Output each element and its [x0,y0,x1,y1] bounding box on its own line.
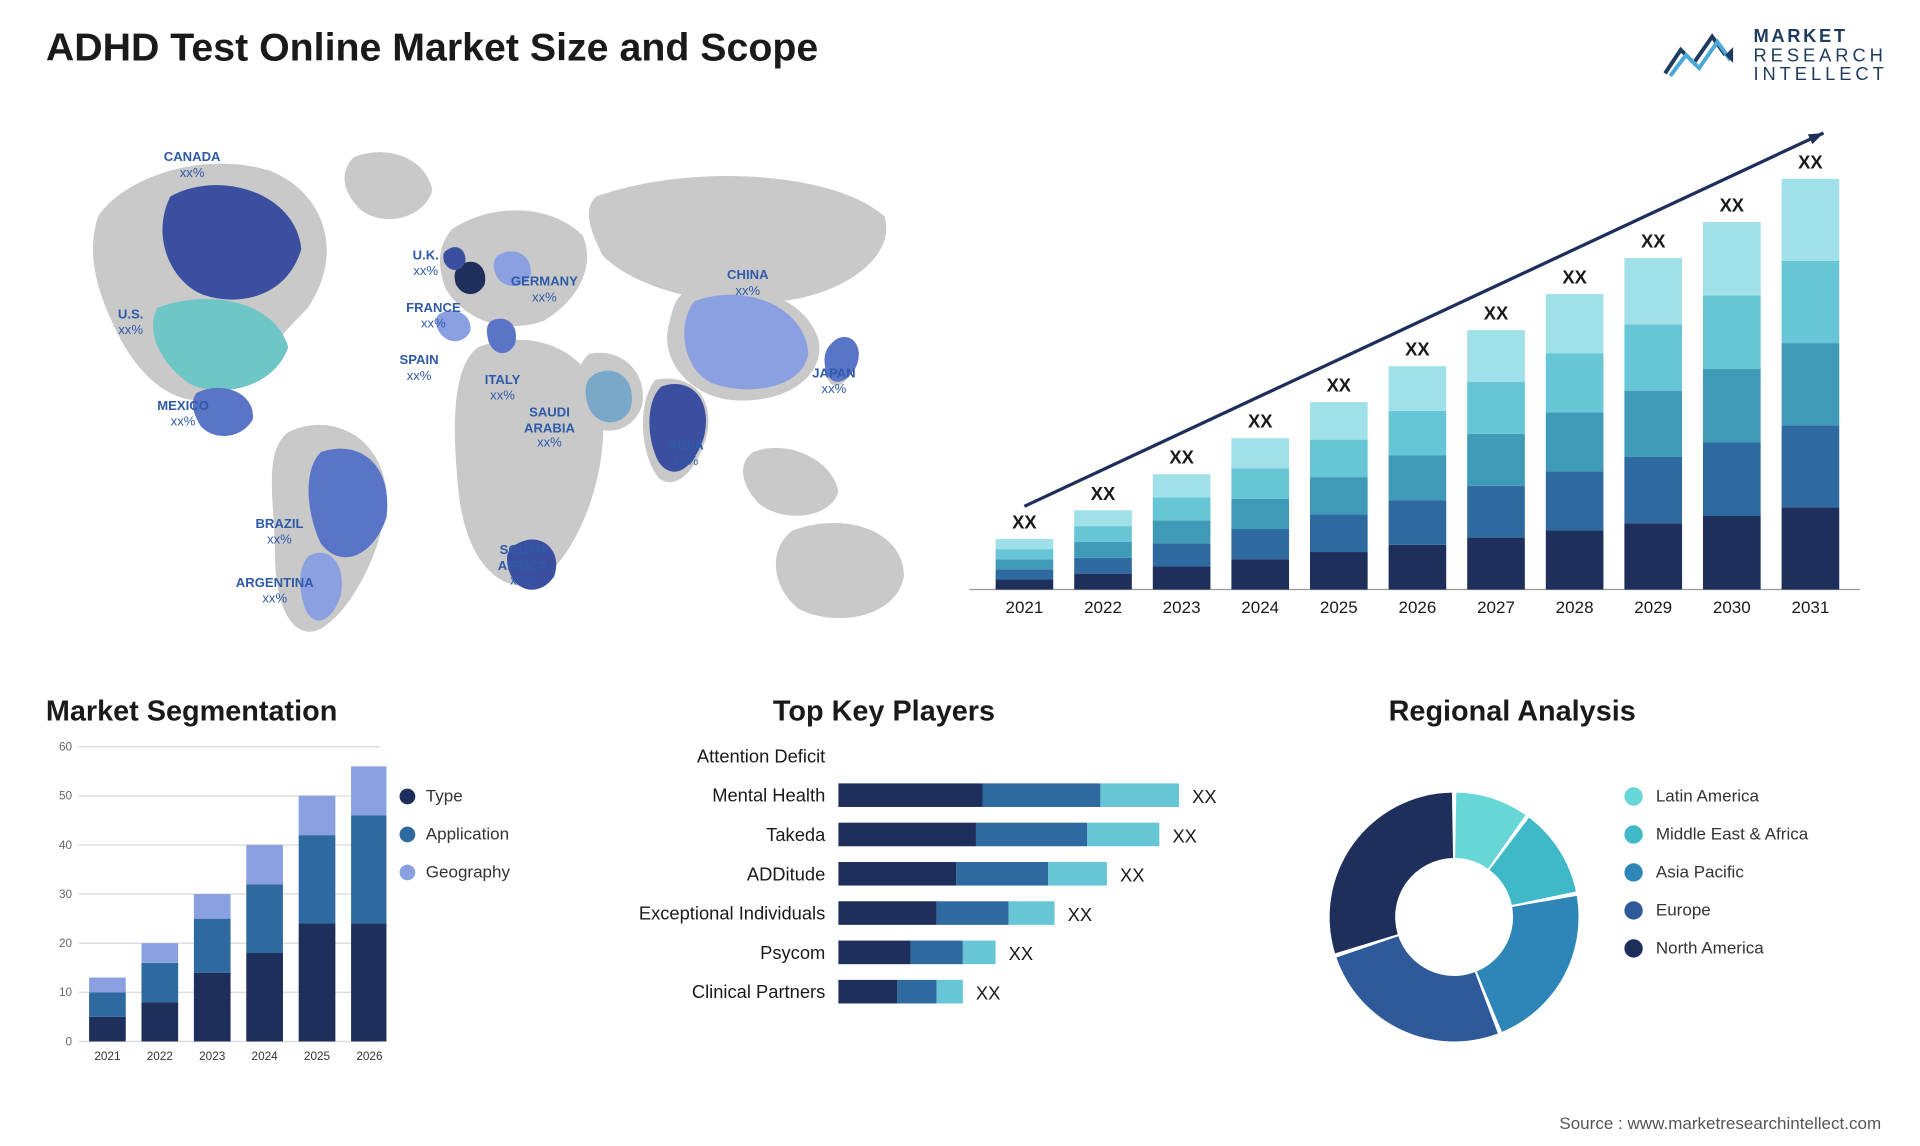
svg-text:XX: XX [1169,447,1194,468]
brand-logo-mark [1662,29,1741,81]
market-size-chart: XX 2021 XX 2022 XX 2023 XX 2024 XX 2025 XX 2026 XX 20… [969,131,1860,629]
svg-text:Exceptional Individuals: Exceptional Individuals [639,903,825,924]
svg-text:XX: XX [1068,904,1092,925]
map-label: SOUTHAFRICAxx% [498,544,547,589]
svg-text:50: 50 [59,790,73,803]
regional-legend-item: Asia Pacific [1624,862,1808,882]
map-label: GERMANYxx% [511,275,578,305]
svg-text:XX: XX [1192,786,1216,807]
svg-text:40: 40 [59,839,73,852]
svg-text:2024: 2024 [1241,598,1279,617]
svg-text:2030: 2030 [1713,598,1751,617]
svg-text:Mental Health: Mental Health [712,785,825,806]
regional-legend-item: Latin America [1624,786,1808,806]
svg-text:Takeda: Takeda [766,824,826,845]
map-label: JAPANxx% [812,367,855,397]
map-label: BRAZILxx% [255,517,303,547]
svg-text:XX: XX [1120,865,1144,886]
world-map: CANADAxx% U.S.xx% MEXICOxx% BRAZILxx% ARGENT… [46,124,911,648]
svg-text:XX: XX [1484,303,1509,324]
svg-text:2026: 2026 [1398,598,1436,617]
svg-text:30: 30 [59,888,73,901]
svg-text:2028: 2028 [1556,598,1594,617]
svg-text:XX: XX [1327,375,1352,396]
svg-text:XX: XX [1405,339,1430,360]
svg-text:2023: 2023 [1163,598,1201,617]
svg-text:XX: XX [1562,267,1587,288]
svg-text:2021: 2021 [94,1050,120,1063]
keyplayers-chart: Attention Deficit Mental Health XX Takeda XX… [616,734,1271,1114]
svg-text:2027: 2027 [1477,598,1515,617]
svg-text:2026: 2026 [356,1050,383,1063]
brand-word-3: INTELLECT [1753,65,1887,84]
svg-text:2031: 2031 [1791,598,1829,617]
svg-text:XX: XX [1091,483,1116,504]
svg-text:Clinical Partners: Clinical Partners [692,981,825,1002]
svg-text:2022: 2022 [147,1050,173,1063]
segmentation-legend-item: Geography [400,862,510,882]
brand-word-2: RESEARCH [1753,45,1887,64]
map-label: FRANCExx% [406,301,461,331]
svg-text:XX: XX [1172,825,1196,846]
segmentation-legend-item: Type [400,786,510,806]
brand-word-1: MARKET [1753,26,1887,45]
svg-text:XX: XX [1248,411,1273,432]
segmentation-chart: 0 10 20 30 40 50 60 2021 2022 2023 2024 2025 2026 Ty… [46,734,570,1114]
regional-legend-item: North America [1624,938,1808,958]
map-label: CHINAxx% [727,269,768,299]
svg-text:2025: 2025 [1320,598,1358,617]
map-label: ARGENTINAxx% [236,576,314,606]
map-label: U.S.xx% [118,308,143,338]
map-label: INDIAxx% [668,439,704,469]
svg-text:XX: XX [1720,195,1745,216]
map-label: MEXICOxx% [157,400,209,430]
svg-text:2029: 2029 [1634,598,1672,617]
map-label: U.K.xx% [413,249,439,279]
svg-text:XX: XX [1012,512,1037,533]
regional-legend-item: Europe [1624,900,1808,920]
svg-text:Psycom: Psycom [760,942,825,963]
segmentation-title: Market Segmentation [46,694,337,728]
segmentation-legend-item: Application [400,824,510,844]
svg-text:2023: 2023 [199,1050,226,1063]
map-label: SAUDIARABIAxx% [524,406,575,451]
brand-logo: MARKET RESEARCH INTELLECT [1662,26,1888,84]
svg-text:2022: 2022 [1084,598,1122,617]
source-attribution: Source : www.marketresearchintellect.com [1559,1114,1881,1134]
svg-text:2021: 2021 [1005,598,1043,617]
keyplayers-title: Top Key Players [773,694,995,728]
map-label: CANADAxx% [164,151,221,181]
svg-text:20: 20 [59,937,73,950]
svg-text:XX: XX [1798,151,1823,172]
svg-text:XX: XX [1641,231,1666,252]
svg-text:XX: XX [976,983,1000,1004]
page-title: ADHD Test Online Market Size and Scope [46,26,818,71]
svg-text:2025: 2025 [304,1050,331,1063]
svg-text:XX: XX [1009,943,1033,964]
svg-text:10: 10 [59,986,73,999]
svg-text:2024: 2024 [252,1050,279,1063]
regional-chart: Latin America Middle East & Africa Asia Pa… [1310,734,1886,1114]
regional-legend-item: Middle East & Africa [1624,824,1808,844]
svg-text:0: 0 [66,1035,73,1048]
svg-text:ADDitude: ADDitude [747,863,825,884]
regional-title: Regional Analysis [1389,694,1636,728]
map-label: SPAINxx% [400,354,439,384]
svg-text:Attention Deficit: Attention Deficit [697,745,825,766]
map-label: ITALYxx% [485,373,521,403]
svg-text:60: 60 [59,741,73,754]
